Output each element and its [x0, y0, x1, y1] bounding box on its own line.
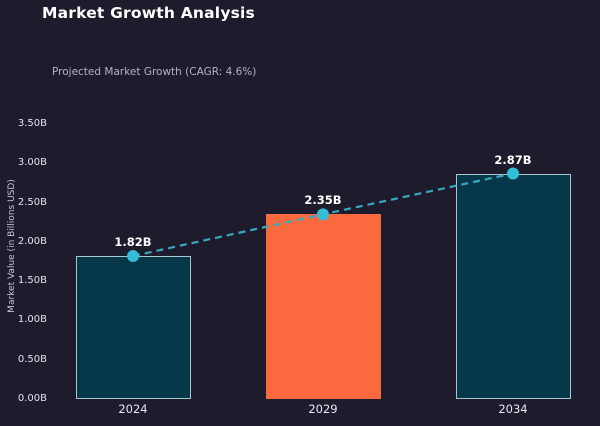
y-tick-label: 2.50B — [17, 196, 47, 208]
y-tick-label: 3.00B — [17, 157, 47, 169]
y-tick-label: 1.50B — [17, 275, 47, 287]
x-tick-label-2024: 2024 — [118, 402, 148, 416]
y-tick-label: 3.50B — [17, 118, 47, 129]
chart-title: Market Growth Analysis — [42, 4, 255, 22]
bar-2029 — [265, 214, 381, 399]
bar-value-label: 1.82B — [114, 235, 152, 249]
y-tick-label: 2.00B — [17, 235, 47, 247]
x-tick-label-2034: 2034 — [498, 402, 528, 416]
y-tick-label: 0.50B — [17, 353, 47, 365]
bar-value-label: 2.87B — [494, 152, 532, 167]
bar-2024 — [75, 256, 191, 399]
y-tick-label: 0.00B — [17, 393, 47, 404]
bar-2034 — [455, 173, 571, 399]
x-tick-label-2029: 2029 — [308, 402, 338, 416]
bar-value-label: 2.35B — [304, 193, 342, 208]
chart-subtitle: Projected Market Growth (CAGR: 4.6%) — [52, 66, 257, 78]
y-tick-label: 1.00B — [17, 314, 47, 326]
